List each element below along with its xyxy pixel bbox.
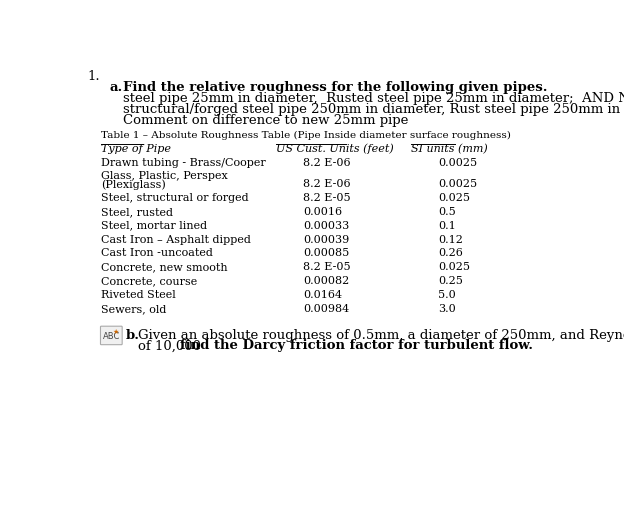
Text: 0.00085: 0.00085: [303, 248, 349, 259]
Text: 0.25: 0.25: [439, 276, 463, 286]
Text: 0.00039: 0.00039: [303, 235, 349, 245]
Text: Steel, mortar lined: Steel, mortar lined: [101, 221, 207, 230]
Text: 5.0: 5.0: [439, 290, 456, 300]
Text: 0.025: 0.025: [439, 193, 470, 203]
Text: 0.0025: 0.0025: [439, 179, 477, 189]
Text: find the Darcy friction factor for turbulent flow.: find the Darcy friction factor for turbu…: [180, 339, 533, 352]
Text: Steel, rusted: Steel, rusted: [101, 207, 173, 217]
Text: Type of Pipe: Type of Pipe: [101, 144, 171, 154]
FancyBboxPatch shape: [100, 326, 122, 345]
Text: structural/forged steel pipe 250mm in diameter, Rust steel pipe 250mm in diamete: structural/forged steel pipe 250mm in di…: [123, 103, 624, 116]
Text: 8.2 E-05: 8.2 E-05: [303, 193, 350, 203]
Text: US Cust. Units (feet): US Cust. Units (feet): [276, 144, 393, 154]
Text: Cast Iron – Asphalt dipped: Cast Iron – Asphalt dipped: [101, 235, 251, 245]
Text: 8.2 E-06: 8.2 E-06: [303, 157, 350, 168]
Text: SI units (mm): SI units (mm): [411, 144, 488, 154]
Text: of 10,000: of 10,000: [139, 339, 206, 352]
Text: 0.00082: 0.00082: [303, 276, 349, 286]
Text: Sewers, old: Sewers, old: [101, 304, 167, 314]
Text: Given an absolute roughness of 0.5mm, a diameter of 250mm, and Reynolds number: Given an absolute roughness of 0.5mm, a …: [139, 329, 624, 341]
Text: 0.0164: 0.0164: [303, 290, 342, 300]
Text: 0.00984: 0.00984: [303, 304, 349, 314]
Text: Cast Iron -uncoated: Cast Iron -uncoated: [101, 248, 213, 259]
Text: 3.0: 3.0: [439, 304, 456, 314]
Text: 0.0025: 0.0025: [439, 157, 477, 168]
Text: 0.0016: 0.0016: [303, 207, 342, 217]
Text: 0.1: 0.1: [439, 221, 456, 230]
Text: 0.12: 0.12: [439, 235, 463, 245]
Text: 0.26: 0.26: [439, 248, 463, 259]
Text: (Plexiglass): (Plexiglass): [101, 180, 166, 191]
Text: 0.00033: 0.00033: [303, 221, 349, 230]
Text: a.: a.: [109, 81, 122, 95]
Text: 1.: 1.: [87, 70, 100, 83]
Text: Comment on difference to new 25mm pipe: Comment on difference to new 25mm pipe: [123, 113, 408, 127]
Text: Concrete, new smooth: Concrete, new smooth: [101, 262, 228, 272]
Text: Riveted Steel: Riveted Steel: [101, 290, 176, 300]
Text: steel pipe 25mm in diameter,  Rusted steel pipe 25mm in diameter;  AND New: steel pipe 25mm in diameter, Rusted stee…: [123, 92, 624, 105]
Text: Steel, structural or forged: Steel, structural or forged: [101, 193, 249, 203]
Text: Glass, Plastic, Perspex: Glass, Plastic, Perspex: [101, 171, 228, 181]
Text: b.: b.: [126, 329, 140, 341]
Text: Drawn tubing - Brass/Cooper: Drawn tubing - Brass/Cooper: [101, 157, 266, 168]
Text: ABC: ABC: [102, 332, 120, 341]
Text: Table 1 – Absolute Roughness Table (Pipe Inside diameter surface roughness): Table 1 – Absolute Roughness Table (Pipe…: [101, 131, 511, 140]
Text: Find the relative roughness for the following given pipes.: Find the relative roughness for the foll…: [123, 81, 547, 95]
Text: 8.2 E-05: 8.2 E-05: [303, 262, 350, 272]
Text: 8.2 E-06: 8.2 E-06: [303, 179, 350, 189]
Text: 0.025: 0.025: [439, 262, 470, 272]
Text: Concrete, course: Concrete, course: [101, 276, 198, 286]
Text: ★: ★: [113, 329, 119, 335]
Text: 0.5: 0.5: [439, 207, 456, 217]
